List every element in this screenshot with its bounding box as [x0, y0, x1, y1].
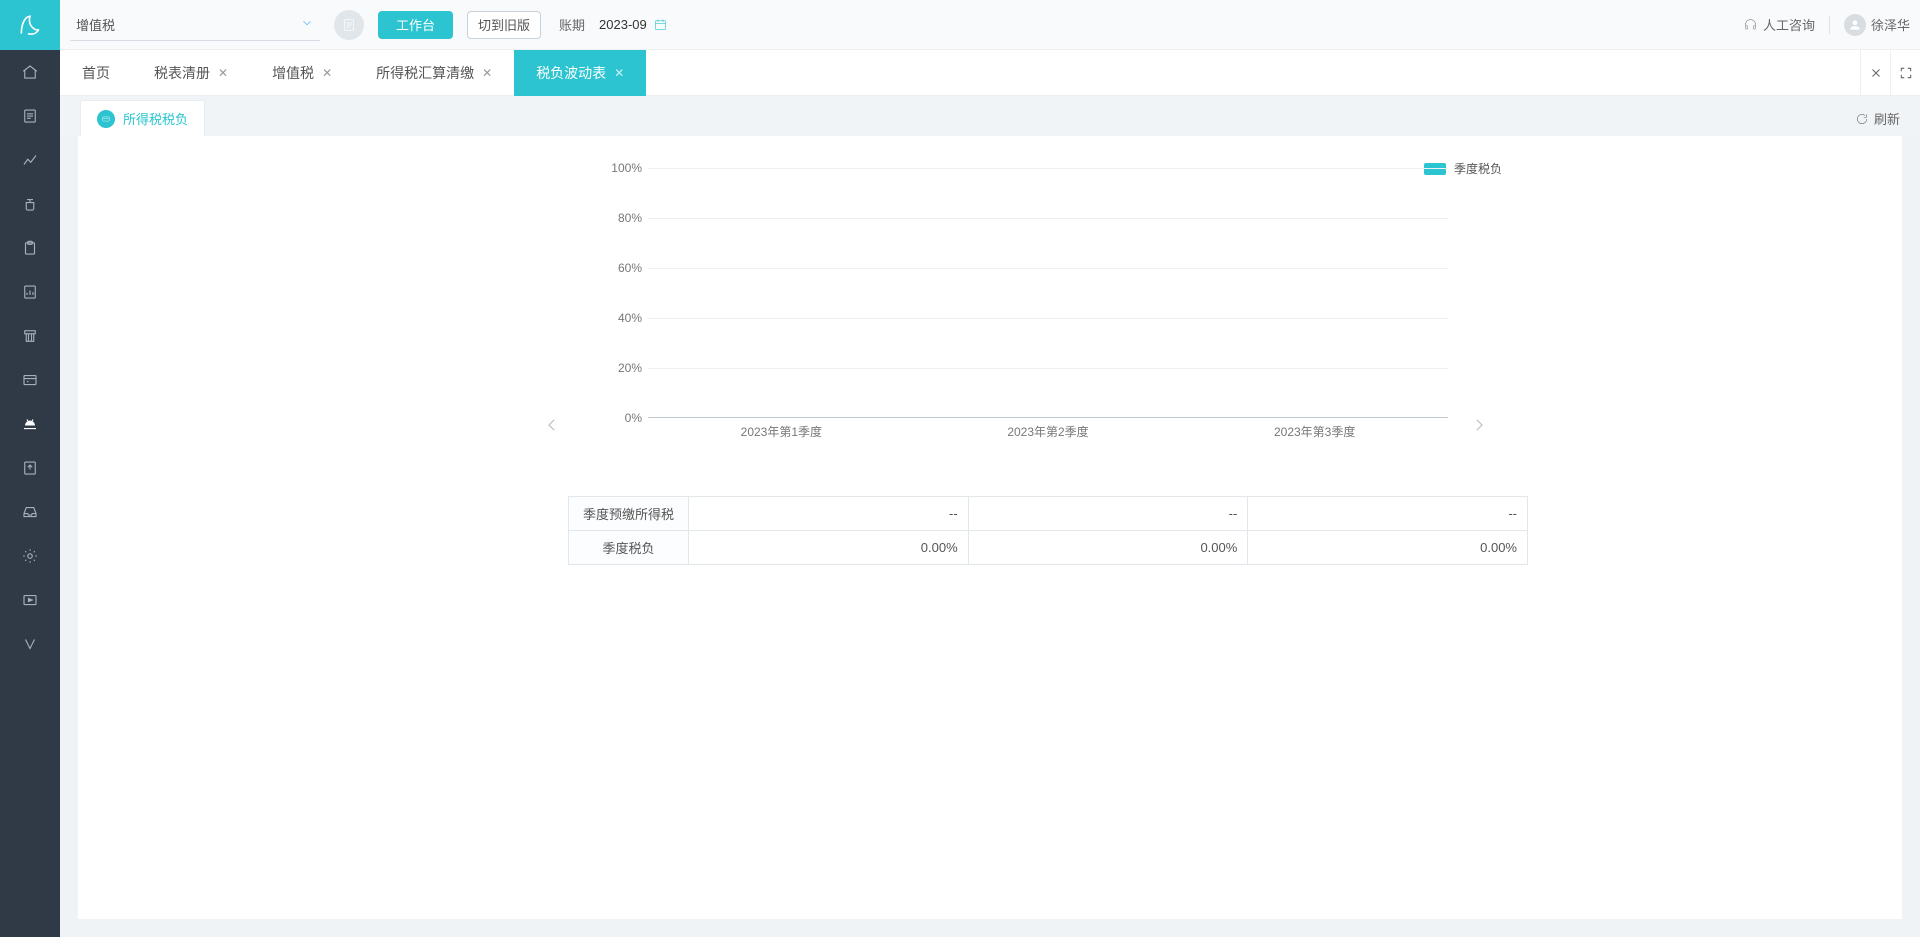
chart-prev-button[interactable]	[543, 416, 561, 434]
company-dropdown[interactable]: 增值税	[70, 9, 320, 41]
sidebar-item-tax[interactable]	[0, 314, 60, 358]
sidebar-item-finance[interactable]	[0, 358, 60, 402]
refresh-button[interactable]: 刷新	[1855, 109, 1900, 128]
close-all-button[interactable]	[1860, 50, 1890, 96]
table-row: 季度税负0.00%0.00%0.00%	[569, 531, 1528, 565]
tab-label: 增值税	[272, 63, 314, 83]
headset-icon	[1743, 17, 1758, 32]
period-picker[interactable]: 2023-09	[599, 17, 668, 32]
divider	[1829, 16, 1830, 34]
legend-label: 季度税负	[1454, 160, 1502, 177]
chart-ytick: 80%	[568, 211, 642, 225]
user-name: 徐泽华	[1871, 15, 1910, 34]
refresh-icon	[1855, 112, 1869, 126]
chart-axis	[648, 417, 1448, 418]
sidebar-item-active[interactable]	[0, 402, 60, 446]
sidebar	[0, 0, 60, 937]
chart-ytick: 40%	[568, 311, 642, 325]
sidebar-item-settings[interactable]	[0, 534, 60, 578]
sidebar-item-home[interactable]	[0, 50, 60, 94]
chart-gridline	[648, 268, 1448, 269]
topbar: 增值税 工作台 切到旧版 账期 2023-09 人工咨询 徐泽华	[60, 0, 1920, 50]
chart-gridline	[648, 168, 1448, 169]
data-table: 季度预缴所得税------季度税负0.00%0.00%0.00%	[568, 496, 1528, 565]
content-panel: 季度税负 0% 20% 40% 60% 80% 100% 2023年第1季度 2023年第2季…	[78, 136, 1902, 919]
chart-ytick: 0%	[568, 411, 642, 425]
table-cell: --	[968, 497, 1248, 531]
chart-ytick: 20%	[568, 361, 642, 375]
chart-plot: 0%20%40%60%80%100%2023年第1季度2023年第2季度2023…	[568, 168, 1448, 418]
close-icon[interactable]: ✕	[614, 66, 624, 80]
fullscreen-button[interactable]	[1890, 50, 1920, 96]
sidebar-item-v[interactable]	[0, 622, 60, 666]
tab-label: 税负波动表	[536, 63, 606, 83]
chart-xtick: 2023年第1季度	[741, 423, 822, 440]
chevron-down-icon	[300, 16, 314, 33]
table-row: 季度预缴所得税------	[569, 497, 1528, 531]
chart-xtick: 2023年第2季度	[1007, 423, 1088, 440]
tab-label: 所得税汇算清缴	[376, 63, 474, 83]
close-icon[interactable]: ✕	[218, 66, 228, 80]
close-icon[interactable]: ✕	[482, 66, 492, 80]
tab-vat[interactable]: 增值税 ✕	[250, 50, 354, 96]
tab-label: 首页	[82, 63, 110, 83]
user-menu[interactable]: 徐泽华	[1844, 14, 1910, 36]
chart-gridline	[648, 218, 1448, 219]
subtab-badge-icon	[97, 110, 115, 128]
consult-label: 人工咨询	[1763, 15, 1815, 34]
sidebar-item-money[interactable]	[0, 182, 60, 226]
period-value: 2023-09	[599, 17, 647, 32]
switch-old-button[interactable]: 切到旧版	[467, 11, 541, 39]
app-logo[interactable]	[0, 0, 60, 50]
tab-burden-wave[interactable]: 税负波动表 ✕	[514, 50, 646, 96]
period-label: 账期	[559, 15, 585, 34]
subtab-income-tax-burden[interactable]: 所得税税负	[80, 100, 205, 136]
tabs-row: 首页 税表清册 ✕ 增值税 ✕ 所得税汇算清缴 ✕ 税负波动表 ✕	[60, 50, 1920, 96]
chart-xtick: 2023年第3季度	[1274, 423, 1355, 440]
avatar-icon	[1844, 14, 1866, 36]
table-cell: 0.00%	[968, 531, 1248, 565]
subtab-label: 所得税税负	[123, 109, 188, 128]
sidebar-item-doc[interactable]	[0, 94, 60, 138]
chart-ytick: 60%	[568, 261, 642, 275]
close-icon[interactable]: ✕	[322, 66, 332, 80]
consult-button[interactable]: 人工咨询	[1743, 15, 1815, 34]
chart-ytick: 100%	[568, 161, 642, 175]
table-cell: --	[689, 497, 969, 531]
tab-income-tax[interactable]: 所得税汇算清缴 ✕	[354, 50, 514, 96]
row-head: 季度预缴所得税	[569, 497, 689, 531]
refresh-label: 刷新	[1874, 109, 1900, 128]
list-icon-button[interactable]	[334, 10, 364, 40]
sidebar-item-video[interactable]	[0, 578, 60, 622]
sidebar-item-export[interactable]	[0, 446, 60, 490]
tabs-right-controls	[1860, 50, 1920, 96]
topbar-right: 人工咨询 徐泽华	[1743, 14, 1910, 36]
sidebar-item-analytics[interactable]	[0, 138, 60, 182]
chart-area: 季度税负 0% 20% 40% 60% 80% 100% 2023年第1季度 2023年第2季…	[78, 136, 1902, 456]
table-cell: --	[1248, 497, 1528, 531]
tab-label: 税表清册	[154, 63, 210, 83]
chart-gridline	[648, 368, 1448, 369]
calendar-icon	[653, 17, 668, 32]
workbench-button[interactable]: 工作台	[378, 11, 453, 39]
table-cell: 0.00%	[1248, 531, 1528, 565]
sub-tabs-row: 所得税税负 刷新	[60, 96, 1920, 136]
tab-tax-list[interactable]: 税表清册 ✕	[132, 50, 250, 96]
chart-gridline	[648, 318, 1448, 319]
sidebar-item-clipboard[interactable]	[0, 226, 60, 270]
dropdown-value: 增值税	[76, 15, 115, 34]
sidebar-item-report[interactable]	[0, 270, 60, 314]
table-cell: 0.00%	[689, 531, 969, 565]
chart-next-button[interactable]	[1470, 416, 1488, 434]
tab-home[interactable]: 首页	[60, 50, 132, 96]
row-head: 季度税负	[569, 531, 689, 565]
sidebar-item-inbox[interactable]	[0, 490, 60, 534]
